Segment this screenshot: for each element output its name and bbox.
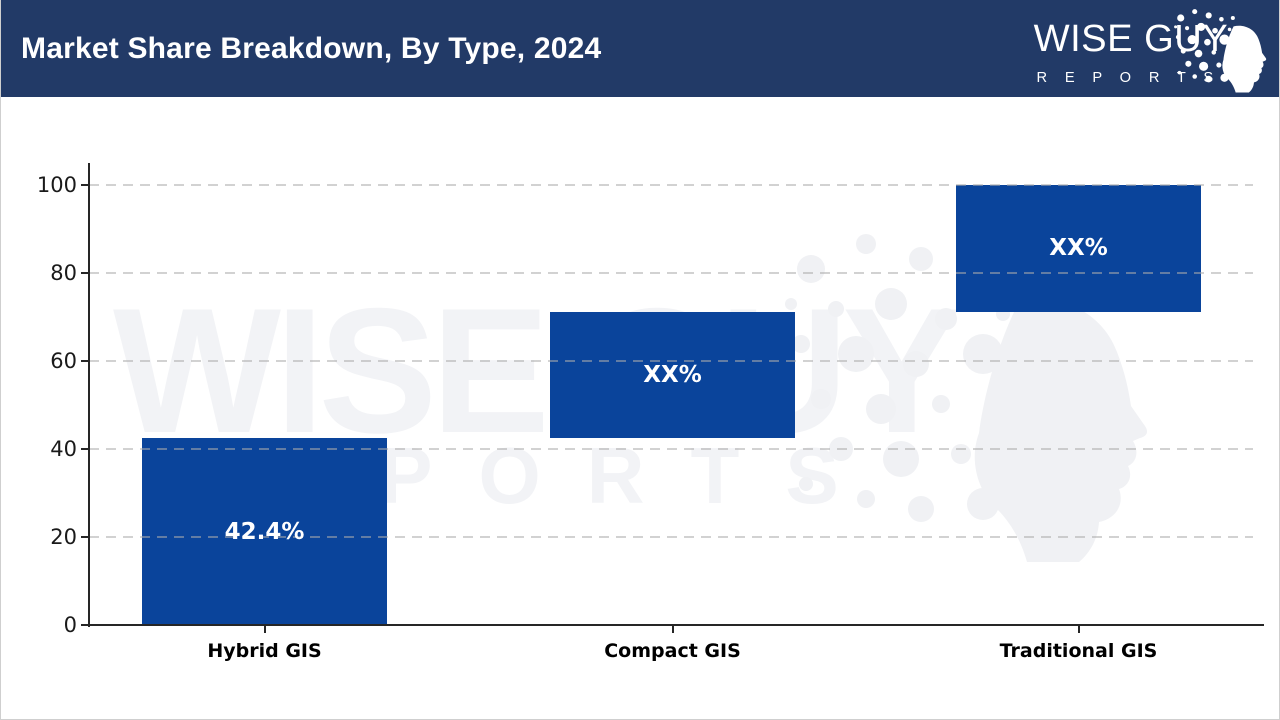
x-axis-label-compact-gis: Compact GIS <box>604 640 741 662</box>
x-axis-line <box>88 624 1264 626</box>
gridline-40 <box>89 448 1253 450</box>
y-tick-mark-20 <box>81 536 89 538</box>
y-tick-label-100: 100 <box>36 173 77 197</box>
bar-traditional-gis <box>956 185 1201 312</box>
y-tick-mark-80 <box>81 272 89 274</box>
page-title: Market Share Breakdown, By Type, 2024 <box>21 31 602 65</box>
x-tick-mark-traditional-gis <box>1077 626 1080 633</box>
x-axis-label-hybrid-gis: Hybrid GIS <box>207 640 322 662</box>
y-tick-mark-60 <box>81 360 89 362</box>
bar-value-label-traditional-gis: XX% <box>1049 235 1108 262</box>
header-bar: Market Share Breakdown, By Type, 2024 WI… <box>1 0 1279 97</box>
y-tick-label-20: 20 <box>50 525 77 549</box>
watermark-text: WISE GUY <box>113 271 961 470</box>
bar-value-label-compact-gis: XX% <box>643 362 702 389</box>
y-tick-label-40: 40 <box>50 437 77 461</box>
gridline-60 <box>89 360 1253 362</box>
bar-value-label-hybrid-gis: 42.4% <box>224 518 305 545</box>
y-tick-mark-100 <box>81 184 89 186</box>
x-axis-label-traditional-gis: Traditional GIS <box>999 640 1158 662</box>
x-tick-mark-hybrid-gis <box>263 626 266 633</box>
gridline-100 <box>89 184 1253 186</box>
y-tick-label-80: 80 <box>50 261 77 285</box>
y-axis-line <box>88 163 90 627</box>
y-tick-mark-0 <box>81 624 89 626</box>
wiseguy-logo: WISE GUY R E P O R T S <box>1031 4 1269 94</box>
bar-hybrid-gis <box>142 438 387 625</box>
y-tick-label-60: 60 <box>50 349 77 373</box>
logo-subtitle: R E P O R T S <box>1037 70 1221 86</box>
y-tick-label-0: 0 <box>63 613 77 637</box>
gridline-20 <box>89 536 1253 538</box>
bar-compact-gis <box>550 311 795 439</box>
gridline-80 <box>89 272 1253 274</box>
x-tick-mark-compact-gis <box>671 626 674 633</box>
y-tick-mark-40 <box>81 448 89 450</box>
